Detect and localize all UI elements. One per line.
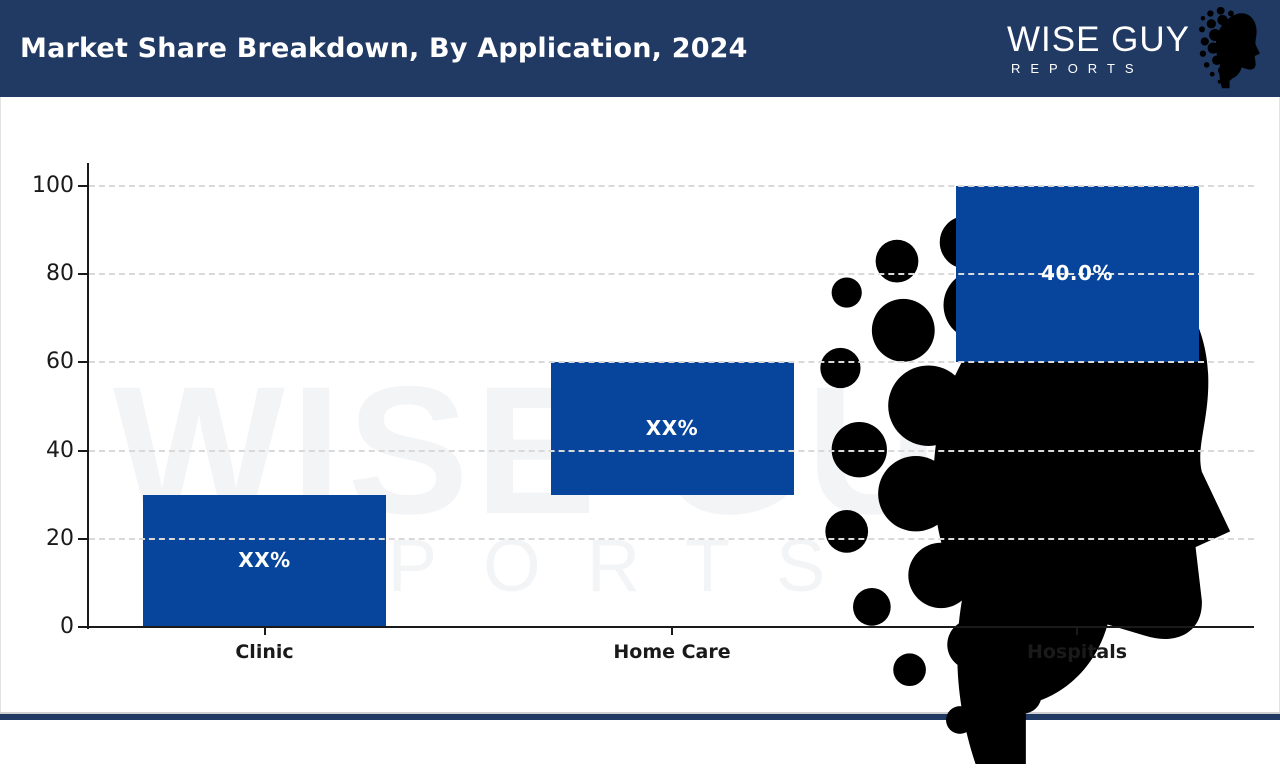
bar-value-label-clinic: XX%: [238, 547, 291, 572]
y-tick-label-80: 80: [46, 261, 74, 287]
wiseguy-logo: WISE GUY REPORTS: [1007, 7, 1266, 91]
chart-title: Market Share Breakdown, By Application, …: [20, 33, 748, 64]
logo-wordmark: WISE GUY: [1006, 19, 1190, 59]
y-tick-label-20: 20: [46, 525, 74, 551]
y-axis-spine: [87, 163, 89, 629]
y-tick-20: [78, 537, 87, 540]
y-tick-100: [78, 185, 87, 187]
y-tick-60: [78, 361, 87, 364]
x-tick-hospitals: [1076, 627, 1078, 635]
bar-value-label-home-care: XX%: [645, 415, 699, 440]
logo-text: WISE GUY REPORTS: [1007, 22, 1190, 76]
y-tick-label-40: 40: [46, 437, 74, 463]
y-tick-label-60: 60: [46, 349, 74, 375]
gridline-100: [89, 185, 1254, 187]
y-tick-label-100: 100: [32, 173, 74, 198]
bar-home-care: [550, 362, 794, 495]
y-tick-80: [78, 273, 87, 276]
bar-clinic: [143, 494, 386, 627]
gridline-40: [89, 449, 1254, 452]
logo-head-icon: [1194, 7, 1266, 91]
chart-area: WISE GUY REPORTS 0 20 40 60 80 100 XX% XX% 40.0%…: [0, 97, 1280, 714]
page: Market Share Breakdown, By Application, …: [0, 0, 1280, 720]
gridline-20: [89, 537, 1254, 540]
x-category-label-hospitals: Hospitals: [1026, 641, 1128, 663]
footer-bar: [0, 712, 1280, 720]
x-category-label-clinic: Clinic: [235, 641, 294, 663]
y-tick-40: [78, 449, 87, 452]
bar-value-label-hospitals: 40.0%: [1041, 261, 1113, 286]
logo-subtext: REPORTS: [1010, 60, 1144, 76]
x-axis-spine: [87, 626, 1254, 628]
bar-chart-plot: 0 20 40 60 80 100 XX% XX% 40.0% Clinic Home Care Ho…: [1, 97, 1279, 714]
x-tick-home-care: [671, 627, 673, 635]
x-tick-clinic: [263, 627, 266, 635]
y-tick-0: [78, 626, 87, 628]
gridline-60: [89, 361, 1254, 364]
gridline-80: [89, 273, 1254, 276]
y-tick-label-0: 0: [60, 614, 74, 639]
x-category-label-home-care: Home Care: [613, 641, 731, 663]
header-bar: Market Share Breakdown, By Application, …: [0, 0, 1280, 97]
